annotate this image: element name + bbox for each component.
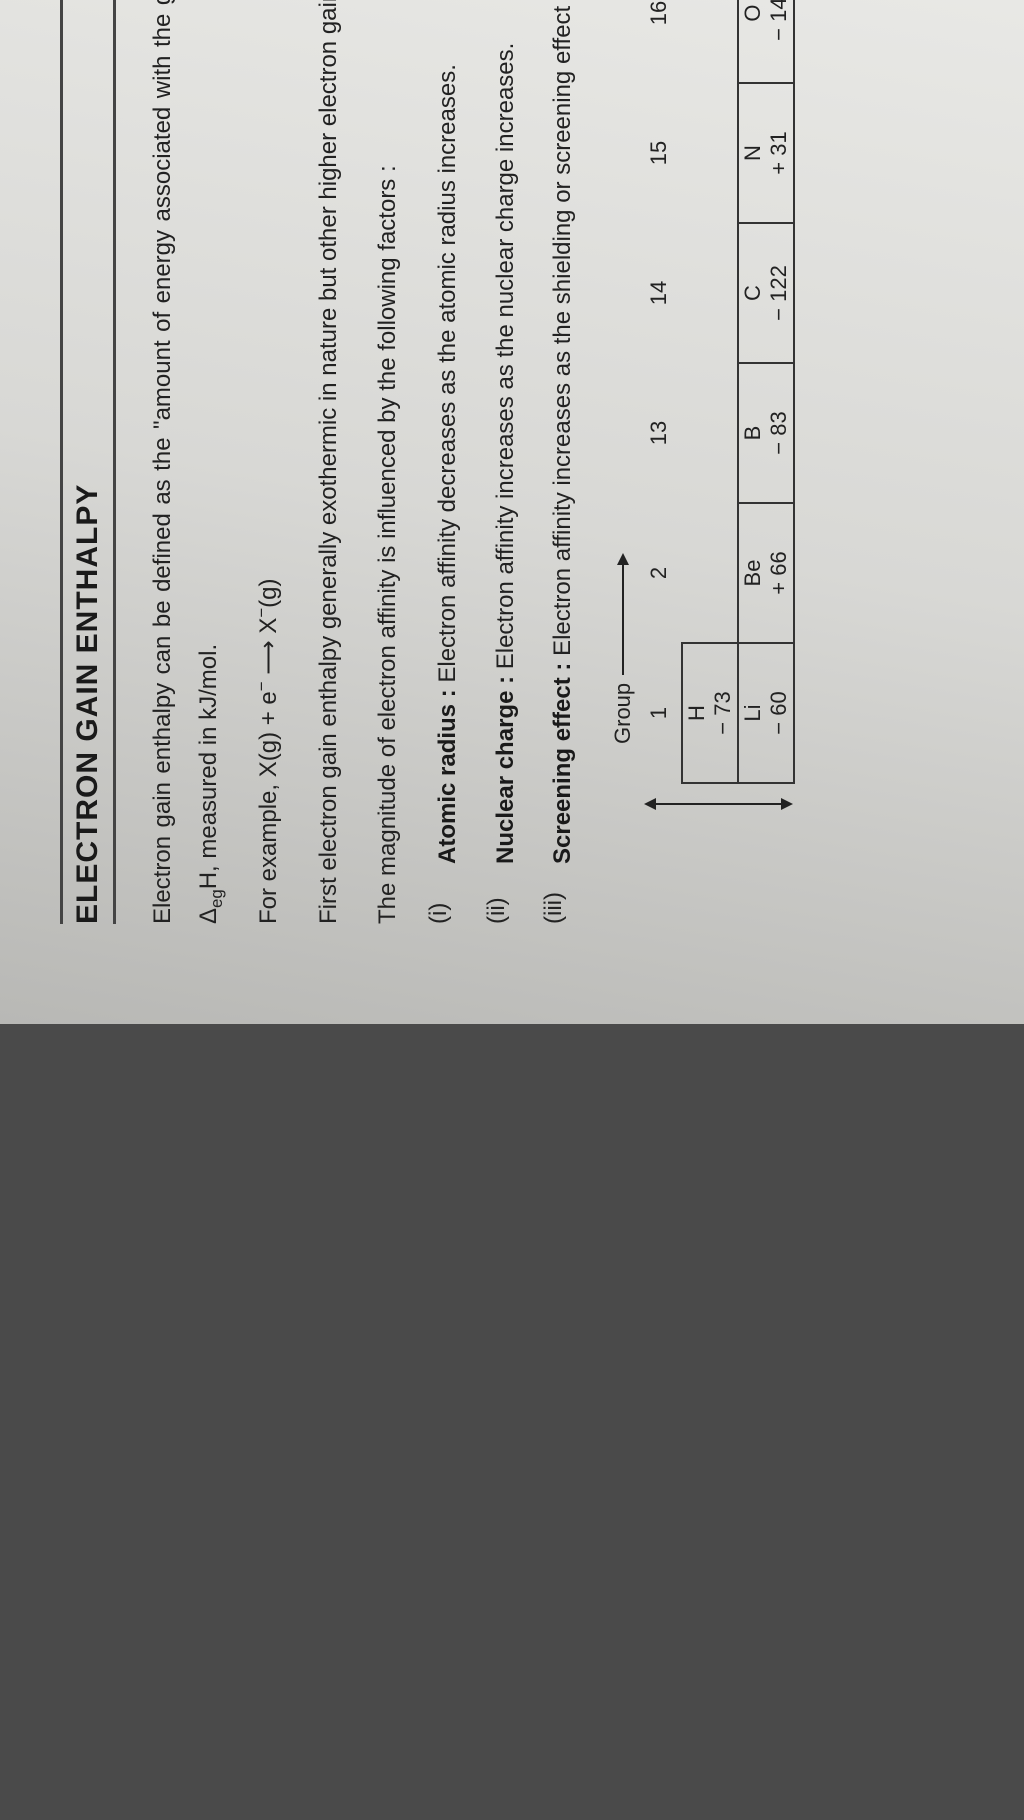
table-wrap: 1 2 13 14 15 16 17 18 H− 73 He+ 48 Li− bbox=[642, 0, 795, 824]
nature-paragraph: First electron gain enthalpy generally e… bbox=[306, 0, 352, 924]
text: H, measured in kJ/mol. bbox=[195, 644, 222, 889]
group-num: 15 bbox=[642, 83, 682, 223]
text: X bbox=[255, 618, 282, 641]
list-body: Screening effect : Electron affinity inc… bbox=[540, 0, 586, 864]
arrow-right-icon bbox=[622, 555, 624, 675]
periodic-table: 1 2 13 14 15 16 17 18 H− 73 He+ 48 Li− bbox=[642, 0, 795, 784]
group-label-row: Group bbox=[610, 0, 636, 744]
list-number: (ii) bbox=[483, 864, 529, 924]
cell: N+ 31 bbox=[738, 83, 794, 223]
element-symbol: O bbox=[740, 0, 766, 81]
group-num: 1 bbox=[642, 643, 682, 783]
example-paragraph: For example, X(g) + e− ⟶ X−(g) bbox=[246, 0, 292, 924]
element-value: − 73 bbox=[710, 645, 736, 781]
list-text: Electron affinity increases as the shiel… bbox=[549, 0, 576, 656]
element-value: − 141 bbox=[766, 0, 792, 81]
element-symbol: B bbox=[740, 365, 766, 501]
definition-paragraph: Electron gain enthalpy can be defined as… bbox=[140, 0, 232, 924]
list-text: Electron affinity increases as the nucle… bbox=[492, 43, 519, 670]
list-title: Atomic radius : bbox=[434, 683, 461, 864]
list-title: Nuclear charge : bbox=[492, 669, 519, 864]
page: ELECTRON GAIN ENTHALPY Electron gain ent… bbox=[0, 0, 1024, 1024]
list-item: (i) Atomic radius : Electron affinity de… bbox=[425, 0, 471, 924]
empty-cell bbox=[682, 83, 738, 223]
element-value: + 66 bbox=[766, 505, 792, 641]
factors-intro: The magnitude of electron affinity is in… bbox=[365, 0, 411, 924]
element-symbol: C bbox=[740, 225, 766, 361]
table-row: H− 73 He+ 48 bbox=[682, 0, 738, 783]
empty-cell bbox=[682, 363, 738, 503]
group-num: 2 bbox=[642, 503, 682, 643]
text: Electron gain enthalpy can be defined as… bbox=[149, 0, 176, 924]
cell: O− 141 bbox=[738, 0, 794, 83]
minus-sup: − bbox=[252, 681, 271, 691]
table-row: Li− 60 Be+ 66 B− 83 C− 122 N+ 31 O− 141 … bbox=[738, 0, 794, 783]
group-num: 16 bbox=[642, 0, 682, 83]
element-value: + 31 bbox=[766, 85, 792, 221]
text: (g) bbox=[255, 579, 282, 608]
list-number: (iii) bbox=[540, 864, 586, 924]
element-value: − 83 bbox=[766, 365, 792, 501]
list-text: Electron affinity decreases as the atomi… bbox=[434, 64, 461, 683]
group-num: 13 bbox=[642, 363, 682, 503]
period-arrow bbox=[642, 784, 795, 824]
arrow-symbol: ⟶ bbox=[255, 640, 282, 674]
text: For example, X(g) + e bbox=[255, 691, 282, 924]
list-item: (iii) Screening effect : Electron affini… bbox=[540, 0, 586, 924]
heading-bar: ELECTRON GAIN ENTHALPY bbox=[60, 0, 116, 924]
delta-symbol: Δ bbox=[195, 908, 222, 924]
section-heading: ELECTRON GAIN ENTHALPY bbox=[71, 484, 104, 924]
eg-subscript: eg bbox=[206, 889, 225, 908]
element-value: − 60 bbox=[766, 645, 792, 781]
empty-cell bbox=[682, 0, 738, 83]
cell: Li− 60 bbox=[738, 643, 794, 783]
element-symbol: N bbox=[740, 85, 766, 221]
element-symbol: Be bbox=[740, 505, 766, 641]
list-body: Nuclear charge : Electron affinity incre… bbox=[483, 0, 529, 864]
group-num: 14 bbox=[642, 223, 682, 363]
group-header-row: 1 2 13 14 15 16 17 18 bbox=[642, 0, 682, 783]
list-number: (i) bbox=[425, 864, 471, 924]
empty-cell bbox=[682, 503, 738, 643]
element-value: − 122 bbox=[766, 225, 792, 361]
empty-cell bbox=[682, 223, 738, 363]
list-item: (ii) Nuclear charge : Electron affinity … bbox=[483, 0, 529, 924]
list-body: Atomic radius : Electron affinity decrea… bbox=[425, 0, 471, 864]
cell: H− 73 bbox=[682, 643, 738, 783]
element-symbol: H bbox=[684, 645, 710, 781]
list-title: Screening effect : bbox=[549, 656, 576, 864]
element-symbol: Li bbox=[740, 645, 766, 781]
group-label: Group bbox=[610, 683, 636, 744]
cell: B− 83 bbox=[738, 363, 794, 503]
cell: Be+ 66 bbox=[738, 503, 794, 643]
cell: C− 122 bbox=[738, 223, 794, 363]
minus-sup: − bbox=[252, 608, 271, 618]
arrow-vertical-icon bbox=[646, 803, 791, 805]
